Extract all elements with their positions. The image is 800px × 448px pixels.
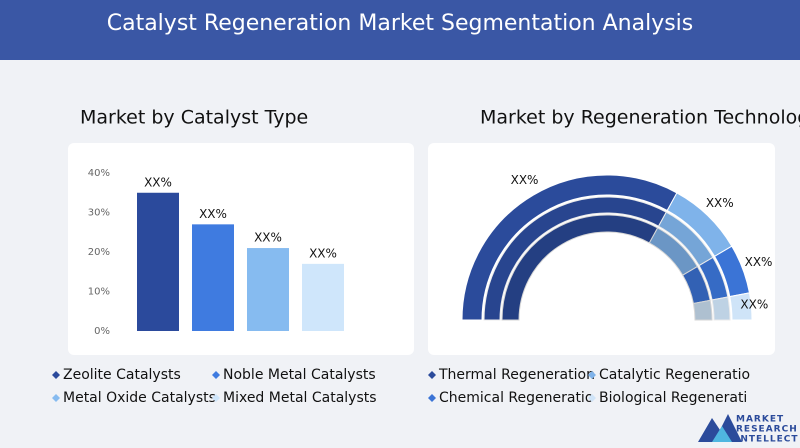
bar xyxy=(192,224,234,331)
header-band xyxy=(0,0,800,60)
value-label: XX% xyxy=(199,207,227,221)
logo-text: INTELLECT xyxy=(736,435,799,445)
logo xyxy=(698,414,742,442)
legend-label: Mixed Metal Catalysts xyxy=(223,390,377,406)
y-tick-label: 30% xyxy=(88,208,110,219)
legend-label: Catalytic Regeneratio xyxy=(599,367,750,383)
value-label: XX% xyxy=(144,175,172,189)
legend-marker xyxy=(588,371,596,379)
donut-segment xyxy=(729,292,753,321)
bar xyxy=(302,263,344,331)
y-tick-label: 20% xyxy=(88,247,110,258)
value-label: XX% xyxy=(254,231,282,245)
legend-marker xyxy=(52,371,60,379)
page-title: Catalyst Regeneration Market Segmentatio… xyxy=(107,11,694,36)
value-label: XX% xyxy=(309,246,337,260)
legend-marker xyxy=(588,394,596,402)
legend-marker xyxy=(212,394,220,402)
logo-text: MARKET xyxy=(736,415,784,425)
donut-segment xyxy=(692,299,713,321)
legend-label: Biological Regenerati xyxy=(599,390,747,406)
bar xyxy=(247,248,289,331)
donut-segment xyxy=(711,296,731,321)
legend-marker xyxy=(428,371,436,379)
y-tick-label: 40% xyxy=(88,168,110,179)
value-label: XX% xyxy=(740,297,768,311)
logo-icon xyxy=(698,414,742,442)
chart-title: Market by Regeneration Technology xyxy=(480,107,800,129)
legend-label: Zeolite Catalysts xyxy=(63,367,181,383)
legend-marker xyxy=(52,394,60,402)
legend-marker xyxy=(212,371,220,379)
value-label: XX% xyxy=(706,196,734,210)
bar xyxy=(137,192,179,331)
y-tick-label: 0% xyxy=(94,326,110,337)
logo-icon xyxy=(712,426,732,442)
panel xyxy=(68,143,414,355)
y-tick-label: 10% xyxy=(88,287,110,298)
legend-label: Thermal Regeneration xyxy=(438,367,595,383)
logo-text: RESEARCH xyxy=(736,425,798,435)
legend-label: Noble Metal Catalysts xyxy=(223,367,376,383)
chart-title: Market by Catalyst Type xyxy=(80,107,308,129)
value-label: XX% xyxy=(745,255,773,269)
legend-marker xyxy=(428,394,436,402)
legend-label: Chemical Regeneratio xyxy=(439,390,593,406)
legend-label: Metal Oxide Catalysts xyxy=(63,390,216,406)
value-label: XX% xyxy=(511,173,539,187)
